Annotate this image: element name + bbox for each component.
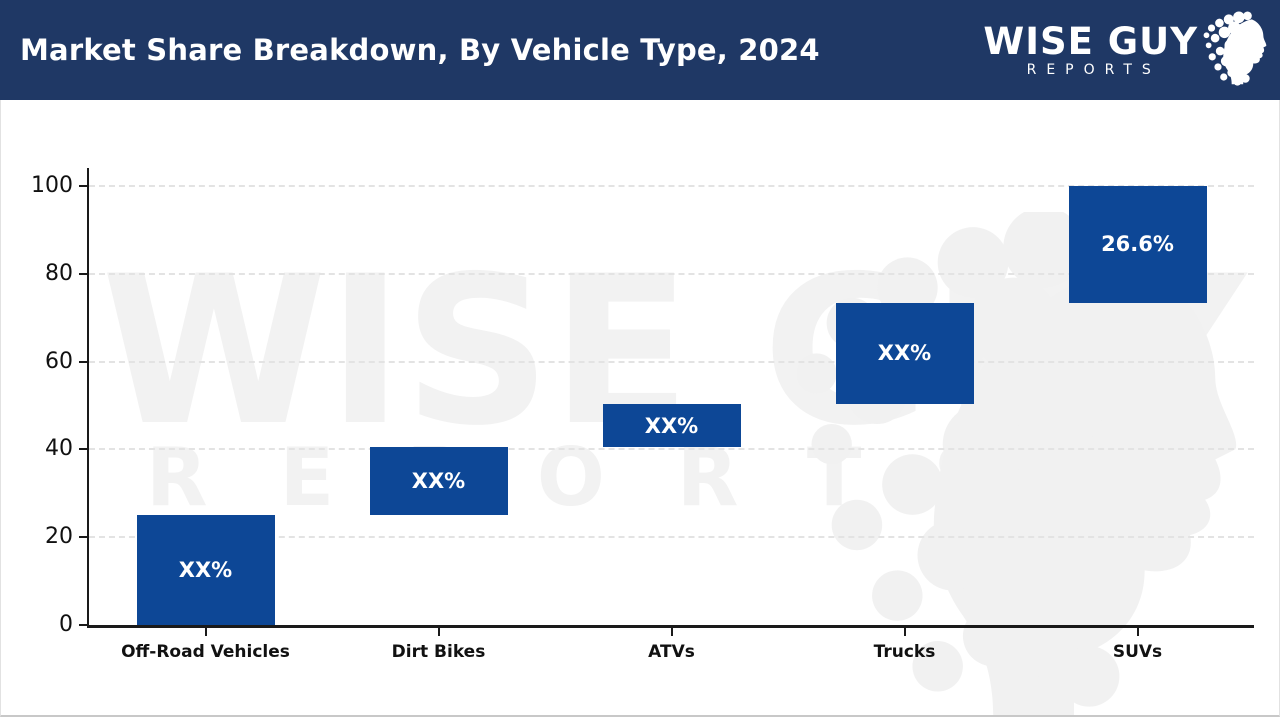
plot: 0 20 40 60 80 100 XX% Off-Road Vehicles XX% Dirt … [1,100,1279,715]
y-tick-mark [79,272,89,275]
header-bar: Market Share Breakdown, By Vehicle Type,… [0,0,1280,100]
brand-wordmark: WISE GUY [983,20,1198,63]
x-tick-mark [903,628,906,636]
bar-label-atvs: XX% [644,413,699,438]
y-tick-label: 0 [59,612,73,637]
brand-logo: WISE GUY REPORTS [983,7,1272,93]
y-tick-mark [79,624,89,626]
bar-label-dirt-bikes: XX% [411,469,466,494]
bar-trucks: XX% [835,302,974,405]
gridline-40 [89,448,1254,451]
x-tick-mark [437,628,440,636]
brand-face-icon [1200,7,1272,93]
y-tick-label: 100 [31,173,73,198]
y-tick-mark [79,448,89,451]
y-tick-label: 60 [45,348,73,374]
y-tick-mark [79,536,89,539]
gridline-20 [89,536,1254,539]
bar-suvs: 26.6% [1068,186,1207,303]
gridline-100 [89,185,1254,187]
brand-logo-text: WISE GUY REPORTS [983,23,1198,77]
x-tick-mark [1136,628,1139,636]
y-tick-label: 40 [45,436,73,462]
bar-label-off-road-vehicles: XX% [178,558,233,583]
x-axis-line [87,625,1254,628]
bar-label-trucks: XX% [877,341,932,366]
x-tick-label-trucks: Trucks [873,642,936,662]
y-tick-mark [79,185,89,187]
y-tick-label: 80 [45,260,73,286]
chart-area: WISE GUY REPORTS 0 20 40 60 80 100 XX% Off-Road… [0,100,1280,717]
gridline-80 [89,272,1254,275]
bar-atvs: XX% [602,404,741,448]
bar-label-suvs: 26.6% [1101,232,1174,257]
x-tick-mark [670,628,673,636]
bar-dirt-bikes: XX% [369,447,508,516]
x-tick-label-suvs: SUVs [1112,642,1163,662]
x-tick-label-dirt-bikes: Dirt Bikes [391,642,486,662]
y-axis-line [87,168,89,627]
gridline-60 [89,360,1254,363]
brand-subtext: REPORTS [1026,62,1161,78]
x-tick-label-off-road-vehicles: Off-Road Vehicles [121,642,290,662]
x-tick-mark [204,628,207,636]
x-tick-label-atvs: ATVs [648,642,695,662]
y-tick-label: 20 [45,524,73,550]
bar-off-road-vehicles: XX% [136,515,275,625]
chart-title: Market Share Breakdown, By Vehicle Type,… [20,33,820,67]
y-tick-mark [79,360,89,363]
